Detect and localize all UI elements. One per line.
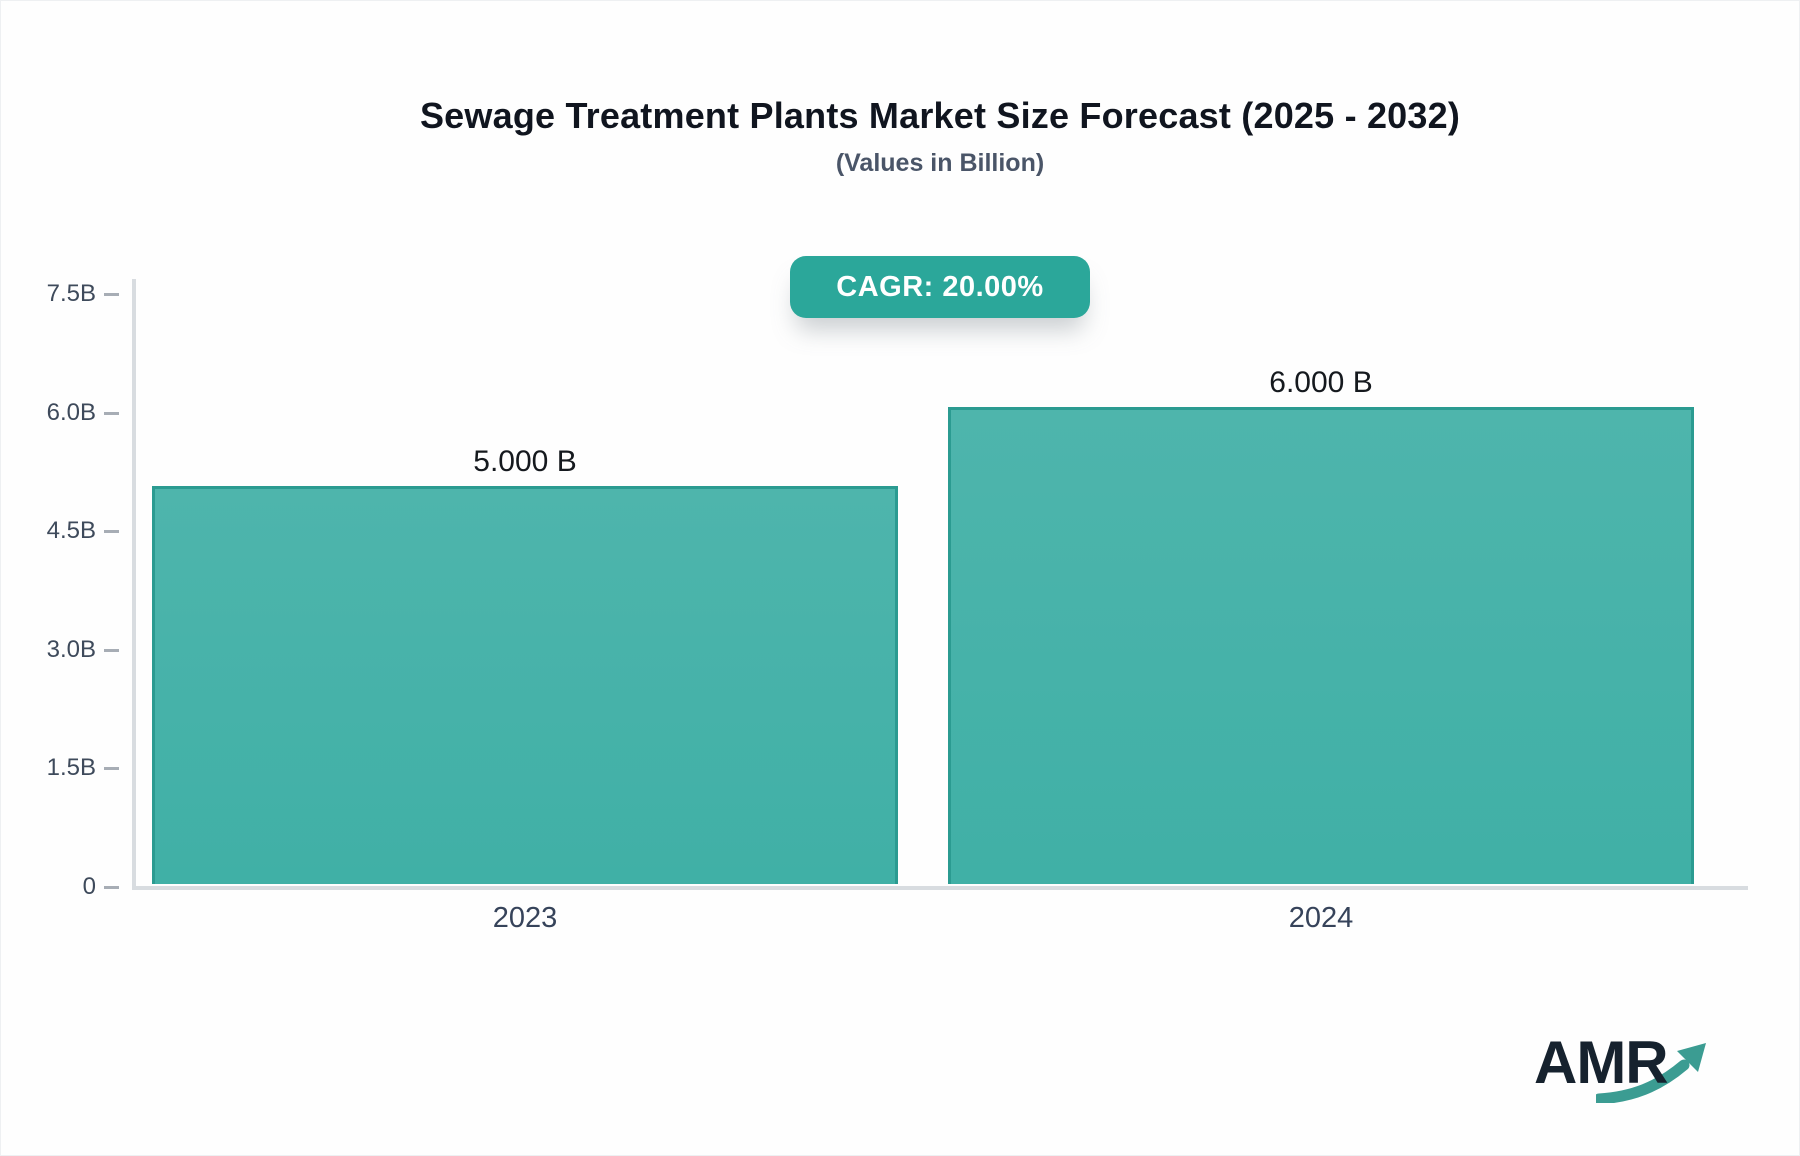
cagr-badge-row: CAGR: 20.00% [132, 256, 1748, 318]
growth-arrow-icon [1596, 1043, 1706, 1103]
y-tick-dash [104, 649, 119, 652]
x-axis-label-2024: 2024 [1288, 902, 1354, 934]
y-tick-dash [104, 530, 119, 533]
bar-2024 [948, 407, 1694, 884]
y-tick-label: 4.5B [46, 517, 96, 544]
x-axis-line [132, 886, 1748, 890]
y-tick: 3.0B [1, 636, 121, 664]
y-tick-label: 7.5B [46, 280, 96, 307]
chart-subtitle: (Values in Billion) [835, 149, 1045, 177]
y-tick-dash [104, 412, 119, 415]
y-tick: 1.5B [1, 754, 121, 782]
cagr-badge: CAGR: 20.00% [790, 256, 1090, 318]
y-tick-label: 1.5B [46, 754, 96, 781]
x-axis-label-2023: 2023 [492, 902, 558, 934]
bar-value-label: 5.000 B [473, 445, 577, 478]
chart-title: Sewage Treatment Plants Market Size Fore… [419, 95, 1461, 136]
bar-group-2024: 6.000 B [948, 365, 1694, 884]
y-axis-line [132, 279, 136, 890]
bar-2023 [152, 486, 898, 884]
bar-value-label: 6.000 B [1269, 366, 1373, 399]
y-tick-dash [104, 293, 119, 296]
y-tick: 7.5B [1, 280, 121, 308]
y-tick-dash [104, 767, 119, 770]
y-tick-label: 6.0B [46, 399, 96, 426]
y-tick: 0 [1, 873, 121, 901]
bar-group-2023: 5.000 B [152, 444, 898, 884]
y-tick: 6.0B [1, 399, 121, 427]
y-tick-label: 0 [82, 873, 96, 900]
y-tick: 4.5B [1, 517, 121, 545]
y-tick-label: 3.0B [46, 636, 96, 663]
amr-logo-text: AMR [1534, 1029, 1669, 1096]
amr-logo: AMR [1534, 1031, 1774, 1121]
y-tick-dash [104, 886, 119, 889]
